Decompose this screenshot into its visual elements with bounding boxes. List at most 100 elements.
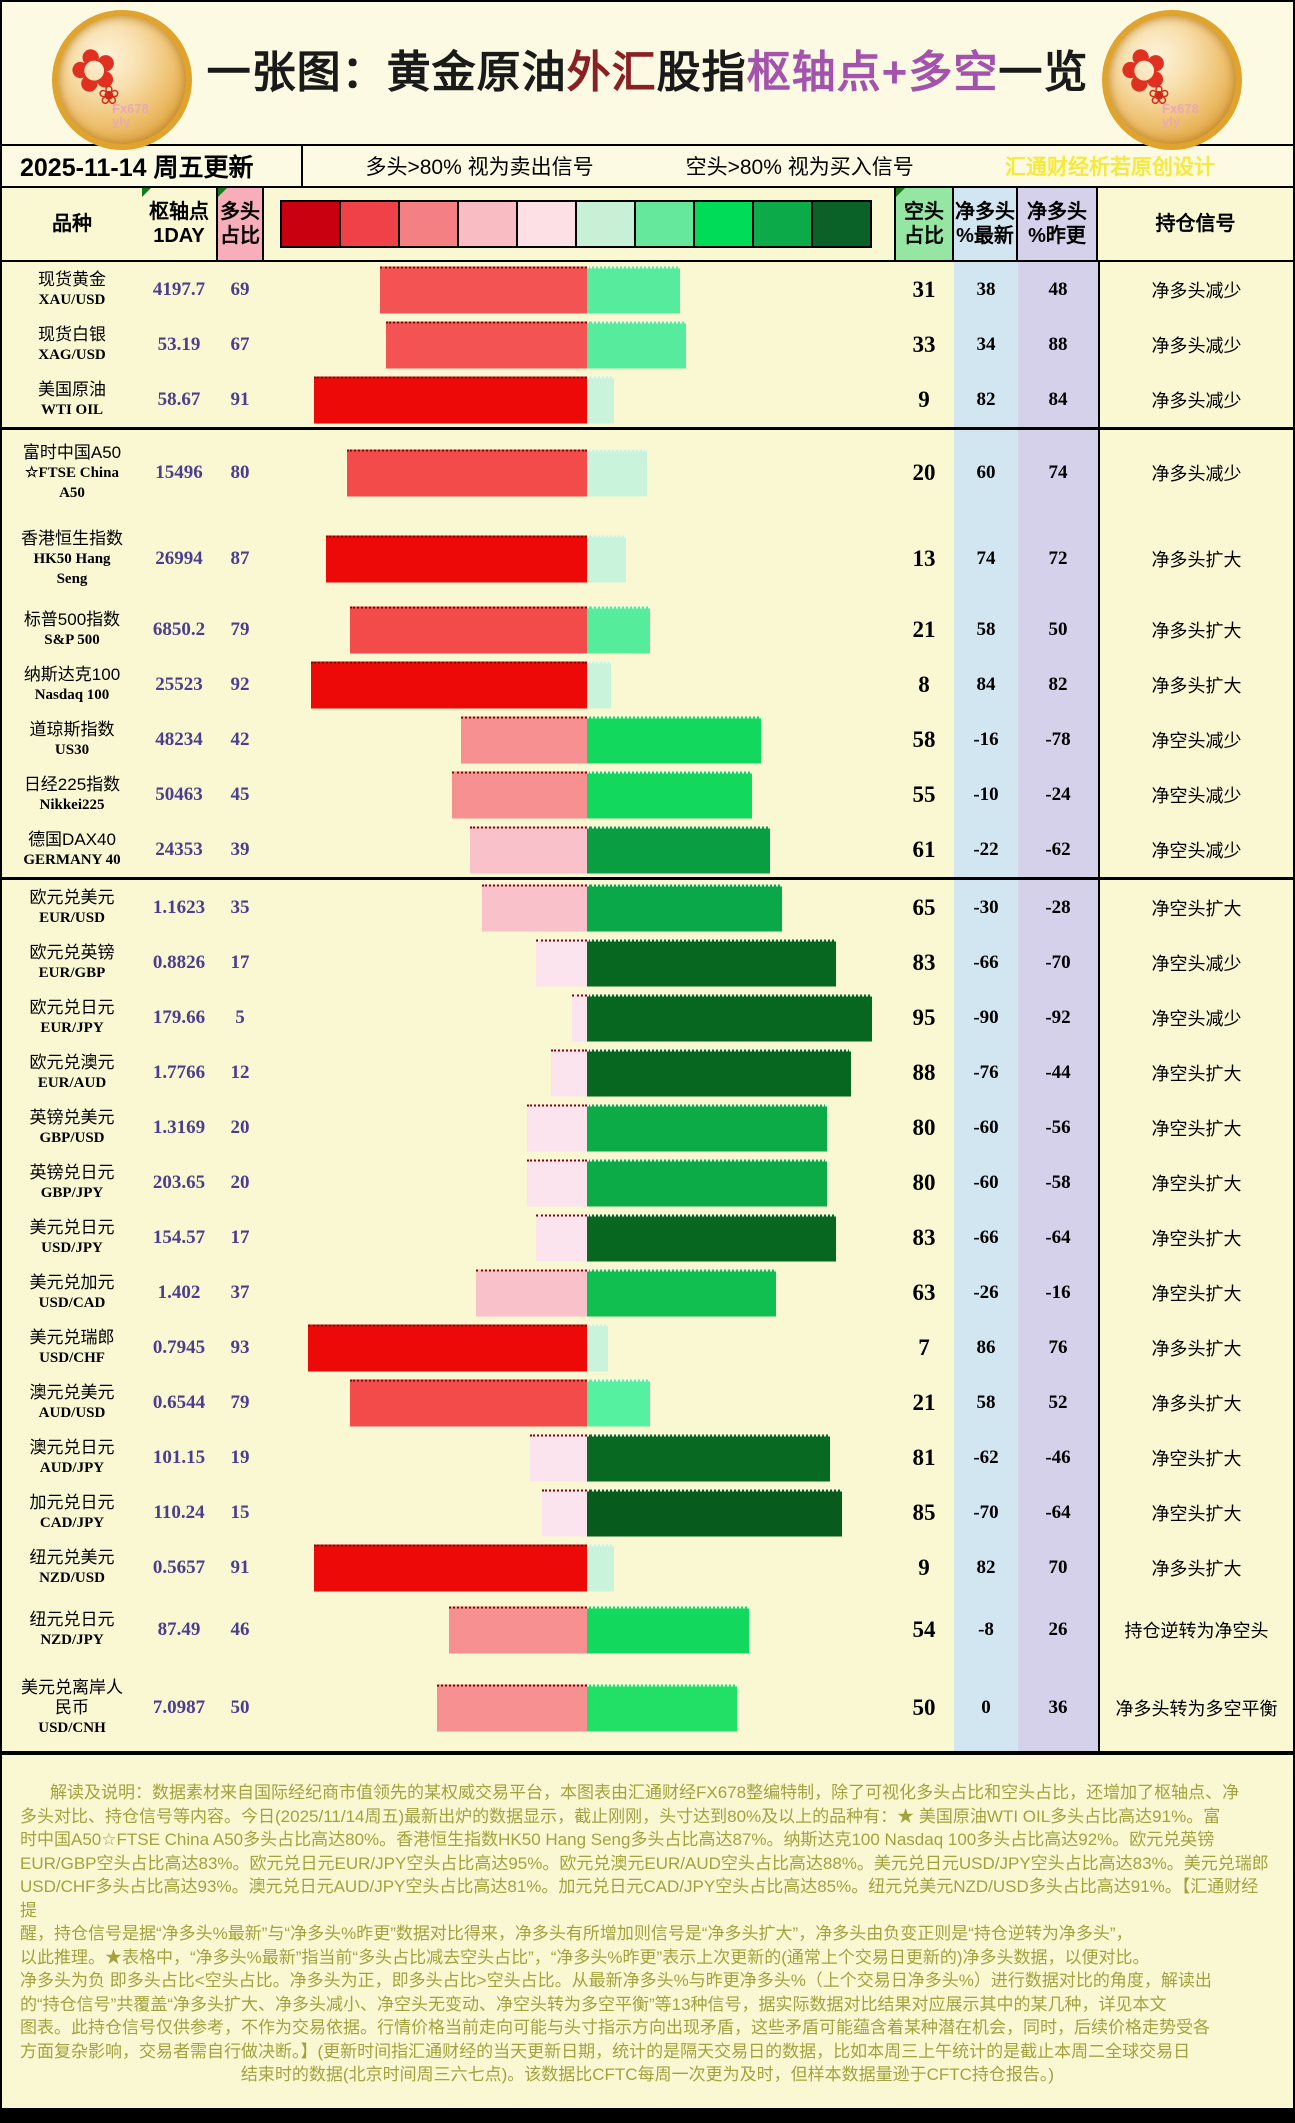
long-short-bar [264,1045,894,1100]
table-row: 纳斯达克100 Nasdaq 100 25523 92 8 84 82 净多头扩大 [2,657,1293,712]
net-long-prev-value: -16 [1018,1265,1098,1320]
long-bar-segment [476,1269,587,1316]
col-pivot-line1: 枢轴点 [149,201,209,223]
col-variety: 品种 [52,213,92,235]
short-pct-value: 8 [918,671,930,697]
fx678-logo-left: ✿ ❀ Fx678 yly [52,10,192,150]
long-pct-value: 17 [230,1226,250,1248]
long-short-bar [264,1665,894,1751]
instrument-name-line: XAG/USD [38,346,106,363]
net-long-latest-value: -22 [954,822,1018,877]
long-pct-value: 5 [235,1006,245,1028]
short-bar-segment [587,1159,827,1206]
table-row: 英镑兑美元 GBP/USD 1.3169 20 80 -60 -56 净空头扩大 [2,1100,1293,1155]
long-pct-value: 87 [230,548,250,569]
pivot-value: 0.6544 [152,1391,206,1413]
short-bar-segment [587,535,626,583]
short-pct-value: 9 [918,1554,930,1580]
position-signal: 净空头减少 [1098,712,1293,767]
position-signal: 净空头减少 [1098,935,1293,990]
long-short-bar [264,430,894,516]
position-signal: 净空头扩大 [1098,1045,1293,1100]
pivot-value: 1.1623 [152,896,206,918]
net-long-prev-value: -56 [1018,1100,1098,1155]
instrument-name-line: 香港恒生指数 [21,529,123,548]
instrument-name: 富时中国A50 ☆FTSE China A50 [2,430,142,516]
table-row: 英镑兑日元 GBP/JPY 203.65 20 80 -60 -58 净空头扩大 [2,1155,1293,1210]
long-short-bar [264,262,894,317]
position-signal: 净空头减少 [1098,822,1293,877]
title-part: 股指 [656,48,747,97]
net-long-prev-value: 82 [1018,657,1098,712]
net-long-latest-value: -60 [954,1100,1018,1155]
instrument-name-line: A50 [59,485,85,501]
legend-swatch [693,200,754,248]
long-short-bar [264,935,894,990]
long-pct-value: 15 [230,1501,250,1523]
net-long-prev-value: -92 [1018,990,1098,1045]
table-row: 现货白银 XAG/USD 53.19 67 33 34 88 净多头减少 [2,317,1293,372]
short-bar-segment [587,449,647,497]
pivot-value: 7.0987 [152,1697,206,1718]
net-long-prev-value: -70 [1018,935,1098,990]
short-pct-value: 50 [912,1695,936,1720]
net-long-prev-value: 36 [1018,1665,1098,1751]
long-bar-segment [530,1434,587,1481]
instrument-name-line: EUR/JPY [40,1019,104,1036]
net-long-latest-value: -90 [954,990,1018,1045]
instrument-name-line: 德国DAX40 [28,829,116,849]
pivot-value: 1.3169 [152,1116,206,1138]
short-pct-value: 83 [912,1224,936,1250]
table-row: 日经225指数 Nikkei225 50463 45 55 -10 -24 净空头减少 [2,767,1293,822]
instrument-name-line: EUR/GBP [38,964,106,981]
net-long-latest-value: 38 [954,262,1018,317]
instrument-name-line: EUR/USD [39,909,105,926]
instrument-name: 美元兑加元 USD/CAD [2,1265,142,1320]
net-long-latest-value: -70 [954,1485,1018,1540]
net-long-latest-value: -60 [954,1155,1018,1210]
instrument-name: 美元兑日元 USD/JPY [2,1210,142,1265]
logo-watermark: Fx678 yly [112,101,149,129]
corner-marker-icon [142,188,151,197]
instrument-name: 标普500指数 S&P 500 [2,602,142,657]
instrument-name-line: 美元兑日元 [29,1217,115,1237]
long-short-bar [264,822,894,877]
instrument-name: 英镑兑美元 GBP/USD [2,1100,142,1155]
legend-swatch [575,200,636,248]
instrument-name-line: 澳元兑日元 [29,1437,115,1457]
instrument-name-line: 欧元兑英镑 [29,942,115,962]
instrument-name-line: US30 [54,741,90,758]
table-row: 道琼斯指数 US30 48234 42 58 -16 -78 净空头减少 [2,712,1293,767]
long-bar-segment [536,939,587,986]
pivot-value: 1.7766 [152,1061,206,1083]
instrument-name-line: 纳斯达克100 [23,664,121,684]
instrument-name-line: 标普500指数 [23,609,121,629]
pivot-value: 6850.2 [152,618,206,640]
position-signal: 净多头扩大 [1098,657,1293,712]
instrument-name-line: USD/CAD [38,1294,106,1311]
explanation-line: 的“持仓信号”共覆盖“净多头扩大、净多头减小、净空头无变动、净空头转为多空平衡”… [20,1994,1167,2014]
instrument-name-line: USD/CHF [39,1349,105,1366]
net-long-prev-value: -64 [1018,1485,1098,1540]
short-bar-segment [587,606,650,653]
instrument-name-line: CAD/JPY [39,1514,105,1531]
long-pct-value: 35 [230,896,250,918]
col-pivot: 枢轴点 1DAY [142,188,216,260]
long-bar-segment [449,1606,587,1654]
instrument-name-line: 加元兑日元 [29,1492,115,1512]
short-pct-value: 13 [912,546,936,571]
instrument-name-line: 民币 [55,1698,89,1717]
long-bar-segment [461,716,587,763]
title-part: 一张图： [206,48,387,97]
long-bar-segment [326,535,587,583]
instrument-name: 道琼斯指数 US30 [2,712,142,767]
instrument-name: 现货白银 XAG/USD [2,317,142,372]
short-pct-value: 20 [912,460,936,485]
vertical-divider [301,146,304,186]
long-short-bar [264,880,894,935]
position-signal: 净多头扩大 [1098,602,1293,657]
short-pct-value: 33 [912,331,936,357]
pivot-value: 24353 [155,838,203,860]
long-pct-value: 17 [230,951,250,973]
